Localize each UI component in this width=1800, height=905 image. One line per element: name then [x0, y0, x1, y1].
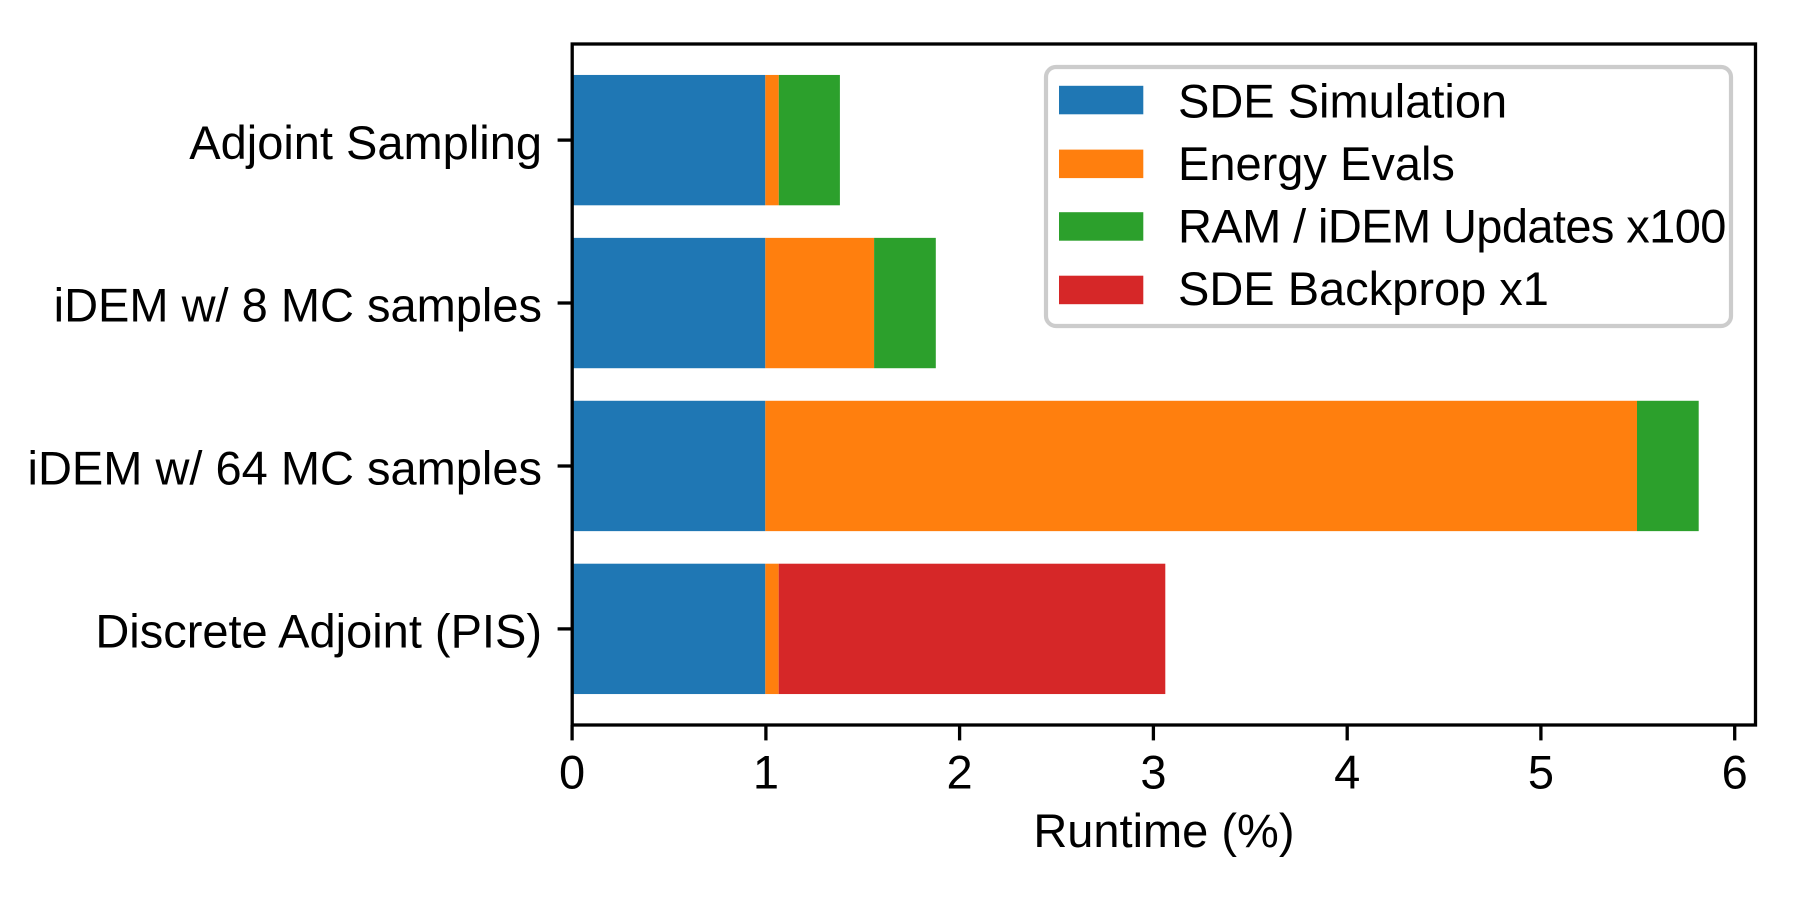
svg-text:iDEM w/ 8 MC samples: iDEM w/ 8 MC samples: [54, 278, 542, 331]
svg-text:2: 2: [947, 746, 973, 799]
svg-text:SDE Simulation: SDE Simulation: [1178, 75, 1507, 128]
svg-text:6: 6: [1722, 746, 1748, 799]
svg-text:Adjoint Sampling: Adjoint Sampling: [189, 116, 542, 169]
svg-text:Runtime (%): Runtime (%): [1033, 804, 1294, 857]
svg-text:3: 3: [1140, 746, 1166, 799]
svg-text:4: 4: [1334, 746, 1360, 799]
svg-text:Energy Evals: Energy Evals: [1178, 137, 1455, 190]
svg-text:0: 0: [559, 746, 585, 799]
svg-text:1: 1: [753, 746, 779, 799]
svg-text:5: 5: [1528, 746, 1554, 799]
svg-text:iDEM w/ 64 MC samples: iDEM w/ 64 MC samples: [28, 442, 543, 495]
svg-text:Discrete Adjoint (PIS): Discrete Adjoint (PIS): [95, 605, 542, 658]
svg-text:RAM / iDEM Updates x100: RAM / iDEM Updates x100: [1178, 200, 1726, 253]
svg-text:SDE Backprop x1: SDE Backprop x1: [1178, 262, 1549, 315]
